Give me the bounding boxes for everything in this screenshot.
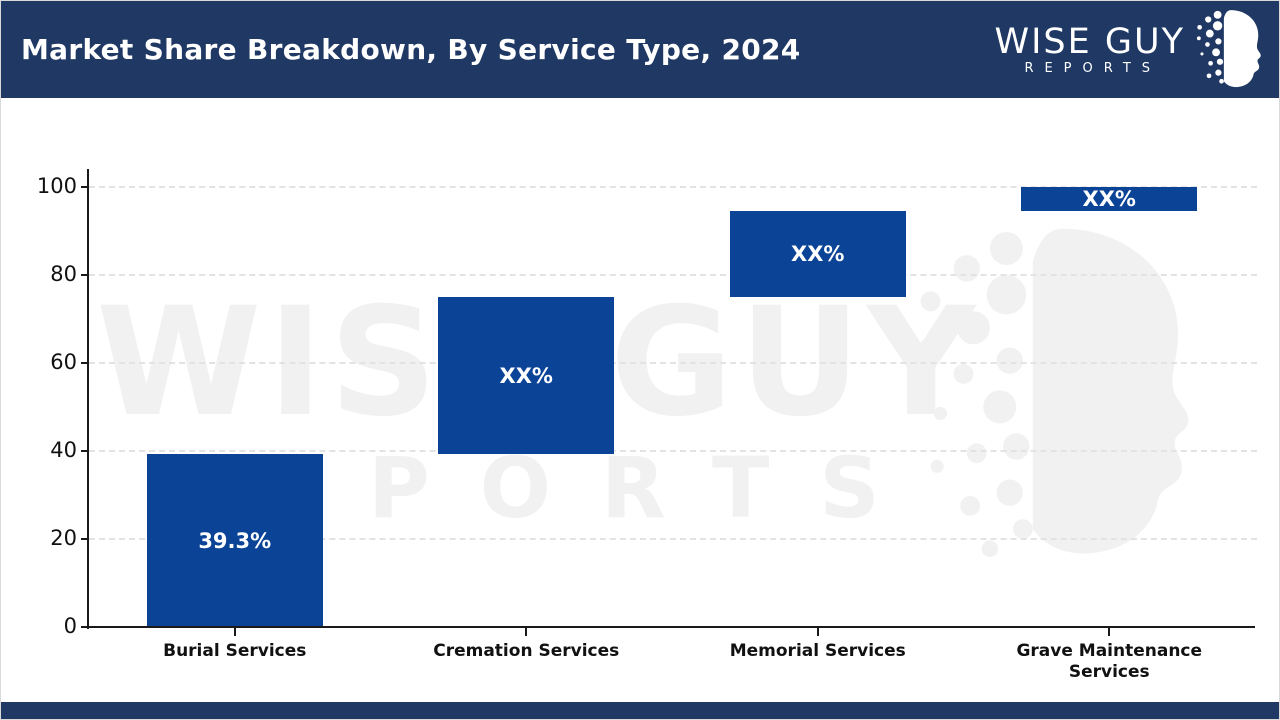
bar-memorial-services: XX% <box>729 211 906 297</box>
y-tick-mark-40 <box>81 450 89 452</box>
x-tick-mark-memorial-services <box>816 628 819 636</box>
brand-name: WISE GUY <box>994 21 1185 62</box>
watermark-face-icon <box>918 228 1189 558</box>
x-tick-mark-cremation-services <box>525 628 528 636</box>
y-tick-label-0: 0 <box>63 614 77 638</box>
y-tick-label-60: 60 <box>50 350 77 374</box>
brand-subtitle: REPORTS <box>1024 60 1162 76</box>
brand-logo-text: WISE GUY REPORTS <box>994 24 1185 76</box>
bar-value-label: XX% <box>791 242 845 267</box>
y-tick-label-100: 100 <box>36 174 77 198</box>
bar-grave-maintenance-services: XX% <box>1021 187 1198 212</box>
footer-bar <box>1 702 1279 719</box>
x-category-label-grave-maintenance-services: Grave Maintenance Services <box>1016 641 1203 682</box>
x-axis-spine <box>87 626 1255 628</box>
y-axis-spine <box>87 169 89 629</box>
x-tick-mark-burial-services <box>233 628 236 636</box>
y-tick-label-80: 80 <box>50 262 77 286</box>
y-tick-mark-100 <box>81 186 89 188</box>
x-category-label-cremation-services: Cremation Services <box>433 641 620 661</box>
header-bar: Market Share Breakdown, By Service Type,… <box>1 1 1279 98</box>
y-tick-mark-60 <box>81 362 89 364</box>
bar-value-label: XX% <box>499 363 553 388</box>
gridline-40 <box>89 450 1257 452</box>
brand-face-icon <box>1196 9 1261 87</box>
chart-title: Market Share Breakdown, By Service Type,… <box>21 33 801 66</box>
y-tick-mark-0 <box>81 626 89 628</box>
x-category-label-memorial-services: Memorial Services <box>729 641 906 661</box>
bar-burial-services: 39.3% <box>146 454 323 627</box>
bar-value-label: XX% <box>1082 187 1136 212</box>
bar-cremation-services: XX% <box>438 297 615 455</box>
gridline-20 <box>89 538 1257 540</box>
bar-value-label: 39.3% <box>198 528 272 553</box>
y-tick-label-40: 40 <box>50 438 77 462</box>
x-category-label-burial-services: Burial Services <box>163 641 307 661</box>
y-tick-label-20: 20 <box>50 526 77 550</box>
brand-logo: WISE GUY REPORTS <box>994 7 1267 93</box>
gridline-80 <box>89 274 1257 276</box>
y-tick-mark-80 <box>81 274 89 276</box>
gridline-60 <box>89 362 1257 364</box>
y-tick-mark-20 <box>81 538 89 540</box>
x-tick-mark-grave-maintenance-services <box>1108 628 1111 636</box>
gridline-100 <box>89 186 1257 188</box>
